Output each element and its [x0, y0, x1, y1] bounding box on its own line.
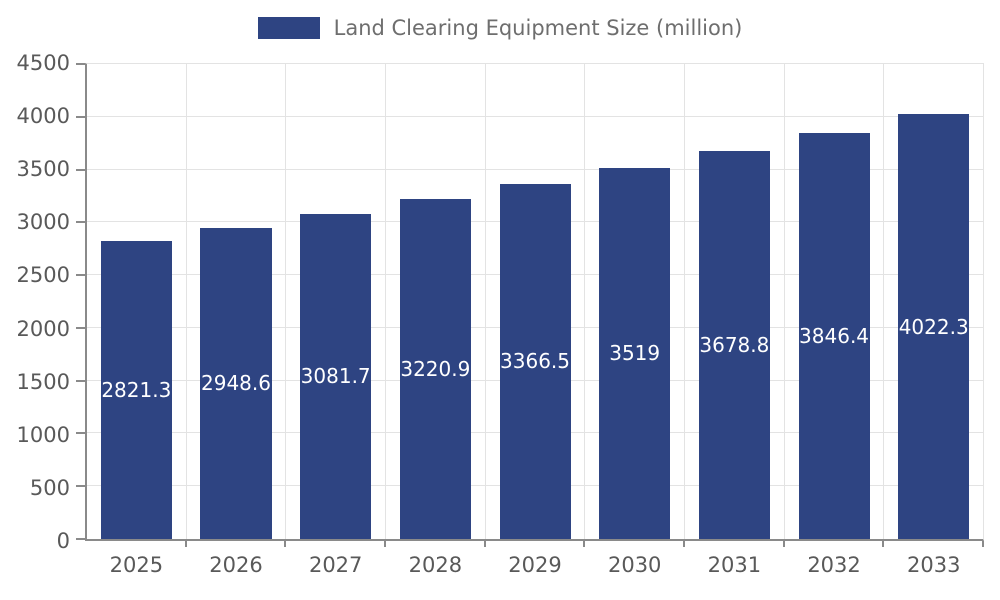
y-axis-tick [76, 326, 85, 329]
bar: 3846.4 [798, 133, 870, 539]
x-axis-tick [284, 541, 287, 547]
category-band: 2821.3 2025 [87, 64, 187, 577]
bar: 2821.3 [100, 241, 172, 539]
x-axis-label: 2027 [308, 553, 363, 577]
x-axis-label: 2025 [109, 553, 164, 577]
y-axis-tick [76, 168, 85, 171]
x-axis-tick [683, 541, 686, 547]
legend-swatch [257, 17, 320, 39]
x-axis-label: 2030 [607, 553, 662, 577]
y-axis-tick [76, 432, 85, 435]
x-axis-tick [583, 541, 586, 547]
bar-value-label: 2948.6 [201, 371, 271, 396]
y-axis-tick [76, 379, 85, 382]
x-axis-tick [184, 541, 187, 547]
y-axis-tick [76, 485, 85, 488]
bar: 3081.7 [300, 213, 372, 539]
y-axis-label: 2500 [16, 263, 70, 288]
category-band: 3846.4 2032 [785, 64, 885, 577]
category-band: 3081.7 2027 [286, 64, 387, 577]
y-axis-tick [76, 274, 85, 277]
bar: 3220.9 [399, 199, 471, 539]
category-band: 3220.9 2028 [386, 64, 486, 577]
chart-legend[interactable]: Land Clearing Equipment Size (million) [0, 16, 1000, 40]
y-axis-label: 4500 [16, 51, 70, 75]
y-axis-label: 500 [29, 475, 70, 500]
y-axis-label: 1000 [16, 422, 70, 447]
x-axis-tick [782, 541, 785, 547]
bar-value-label: 3081.7 [300, 364, 371, 389]
x-axis-label: 2031 [707, 553, 762, 577]
bar: 2948.6 [200, 227, 272, 539]
y-axis-label: 0 [56, 529, 70, 553]
bar-value-label: 2821.3 [101, 378, 172, 403]
bar-value-label: 3846.4 [799, 324, 870, 348]
x-axis-tick [384, 541, 387, 547]
gridline-horizontal [87, 168, 983, 170]
legend-label: Land Clearing Equipment Size (million) [333, 16, 743, 40]
y-axis-label: 4000 [16, 104, 70, 129]
bar: 3678.8 [698, 150, 770, 539]
y-axis-label: 2000 [16, 316, 70, 341]
bar: 3519 [599, 167, 671, 539]
plot-area: 2821.3 2025 2948.6 2026 3081.7 2027 3220.9 2028… [76, 63, 985, 577]
category-band: 3366.5 2029 [486, 64, 586, 577]
bar: 4022.3 [898, 114, 970, 539]
x-axis-label: 2033 [906, 553, 961, 577]
bar-value-label: 4022.3 [898, 314, 969, 339]
x-axis-tick [882, 541, 885, 547]
x-axis-label: 2032 [807, 553, 861, 577]
x-axis-label: 2026 [209, 553, 263, 577]
category-band: 3519 2030 [585, 64, 686, 577]
y-axis: 0 500 1000 1500 2000 2500 3000 3500 4000 4500 [0, 51, 70, 553]
y-axis-tick [76, 538, 85, 540]
y-axis-label: 3500 [16, 157, 70, 182]
category-band: 3678.8 2031 [685, 64, 785, 577]
x-axis-tick [982, 541, 985, 547]
x-axis-tick [483, 541, 486, 547]
bar-value-label: 3519 [609, 341, 661, 366]
gridline-horizontal [87, 115, 983, 117]
y-axis-label: 1500 [16, 369, 70, 394]
bar-value-label: 3220.9 [400, 357, 471, 382]
bar-value-label: 3366.5 [500, 349, 571, 374]
y-axis-tick [76, 221, 85, 224]
y-axis-tick [76, 63, 85, 65]
y-axis-tick [76, 115, 85, 118]
y-axis-label: 3000 [16, 210, 70, 235]
category-band: 2948.6 2026 [187, 64, 287, 577]
bar: 3366.5 [499, 183, 571, 539]
x-axis-label: 2028 [408, 553, 463, 577]
category-band: 4022.3 2033 [884, 64, 985, 577]
bar-value-label: 3678.8 [699, 332, 770, 357]
x-axis-label: 2029 [508, 553, 562, 577]
